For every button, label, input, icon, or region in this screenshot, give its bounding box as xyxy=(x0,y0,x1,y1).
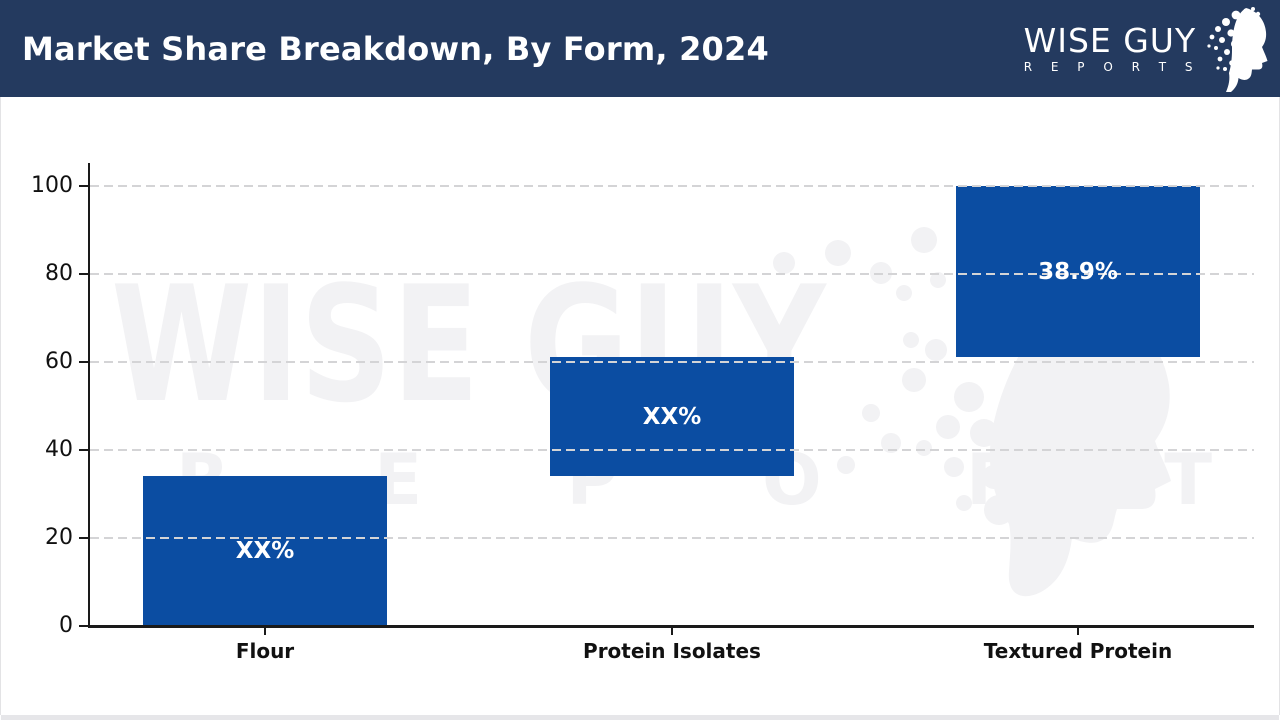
bar-value-label: XX% xyxy=(642,403,702,430)
x-tick-mark xyxy=(671,627,673,635)
bar-value-label: XX% xyxy=(235,538,295,565)
x-category-label: Protein Isolates xyxy=(583,639,761,663)
x-category-label: Flour xyxy=(235,639,295,663)
header: Market Share Breakdown, By Form, 2024 WI… xyxy=(0,0,1280,97)
chart-canvas: WISE GUY R E P O R T S 020406080100XX%XX… xyxy=(0,97,1280,720)
y-tick-mark xyxy=(79,449,88,451)
footer-divider xyxy=(1,715,1279,720)
logo-subtitle: R E P O R T S xyxy=(1023,59,1200,74)
bar-textured-protein xyxy=(956,186,1200,358)
bar-protein-isolates xyxy=(550,357,794,477)
x-axis-line xyxy=(88,625,1254,628)
gridline xyxy=(90,537,1254,539)
gridline xyxy=(90,185,1254,187)
wise-guy-reports-logo: WISE GUY R E P O R T S xyxy=(1020,6,1270,92)
y-tick-mark xyxy=(79,537,88,539)
x-tick-mark xyxy=(264,627,266,635)
y-tick-mark xyxy=(79,361,88,363)
gridline xyxy=(90,361,1254,363)
y-tick-label: 80 xyxy=(45,261,73,286)
y-tick-label: 20 xyxy=(45,525,73,550)
bar-value-label: 38.9% xyxy=(1038,258,1118,285)
x-tick-mark xyxy=(1077,627,1079,635)
logo-wordmark: WISE GUY xyxy=(1023,21,1197,61)
gridline xyxy=(90,449,1254,451)
y-tick-mark xyxy=(79,273,88,275)
y-axis-line xyxy=(88,163,90,628)
y-tick-label: 0 xyxy=(59,613,73,638)
page-title: Market Share Breakdown, By Form, 2024 xyxy=(22,29,769,68)
y-tick-label: 40 xyxy=(45,437,73,462)
x-category-label: Textured Protein xyxy=(983,639,1173,663)
logo-text: WISE GUY R E P O R T S xyxy=(1020,24,1200,74)
bar-flour xyxy=(143,476,387,626)
y-tick-mark xyxy=(79,625,88,627)
logo-head-profile-icon xyxy=(1207,7,1268,92)
y-tick-label: 60 xyxy=(45,349,73,374)
gridline xyxy=(90,273,1254,275)
y-tick-label: 100 xyxy=(31,173,73,198)
y-tick-mark xyxy=(79,185,88,187)
